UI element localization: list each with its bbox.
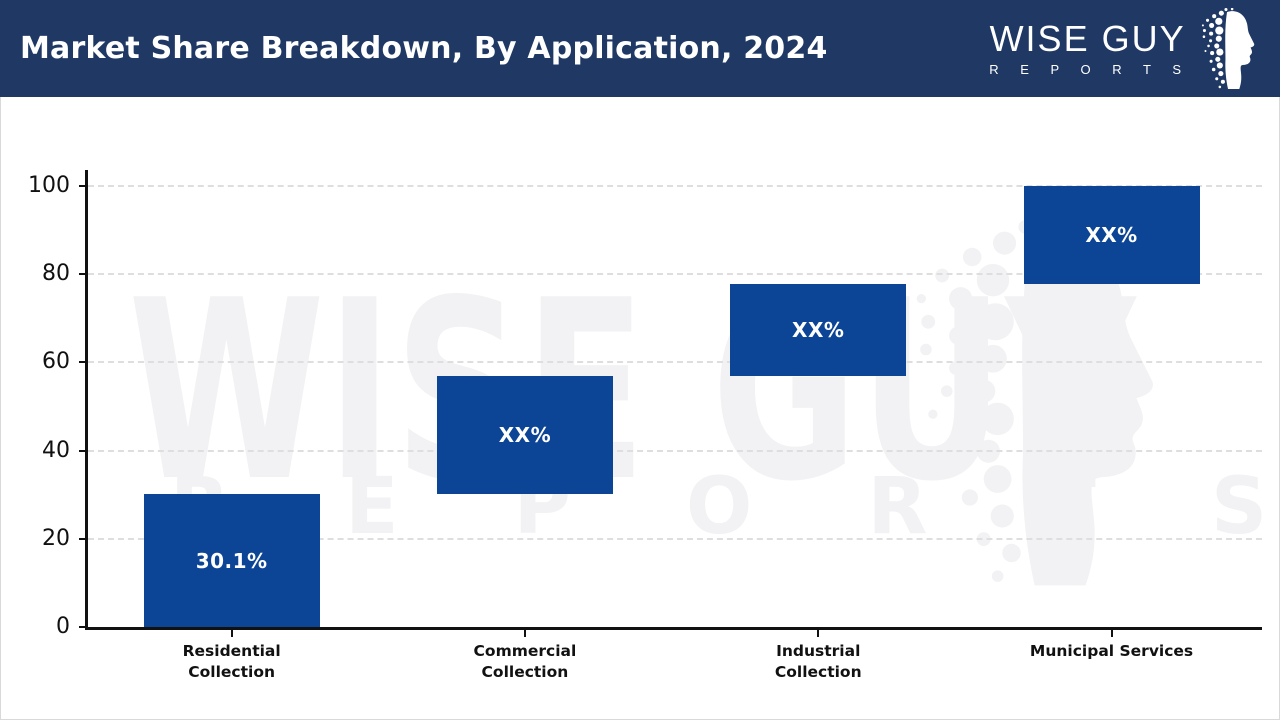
y-tick-mark [79, 537, 88, 540]
bar-value-label: 30.1% [195, 548, 268, 573]
x-axis-line [85, 627, 1262, 630]
logo-text: WISE GUY R E P O R T S [985, 17, 1190, 77]
gridline-40 [88, 449, 1262, 452]
bar-value-label: XX% [1085, 222, 1138, 247]
y-tick-mark [79, 185, 88, 187]
chart-title: Market Share Breakdown, By Application, … [20, 31, 828, 66]
x-category-label: Residential Collection [182, 642, 281, 681]
gridline-20 [88, 537, 1262, 540]
bar-segment: XX% [1023, 186, 1200, 284]
logo-wordmark: WISE GUY [989, 17, 1186, 59]
y-tick-label-40: 40 [42, 437, 70, 463]
bar-segment: XX% [436, 375, 613, 495]
logo-subtitle: R E P O R T S [989, 61, 1190, 77]
x-tick-mark [523, 629, 526, 637]
bar-segment: XX% [730, 283, 907, 376]
y-tick-label-60: 60 [42, 349, 70, 375]
bar-value-label: XX% [498, 422, 552, 447]
y-tick-label-80: 80 [42, 261, 70, 287]
gridline-80 [88, 273, 1262, 276]
gridline-60 [88, 361, 1262, 364]
watermark-wordmark: WISE GUY [128, 248, 1137, 536]
y-tick-mark [79, 273, 88, 276]
wiseguy-head-icon [1201, 7, 1255, 89]
bar-segment: 30.1% [143, 494, 320, 627]
x-category-label: Commercial Collection [473, 642, 577, 681]
y-tick-mark [79, 626, 88, 628]
y-tick-label-100: 100 [28, 173, 70, 198]
x-tick-mark [230, 629, 233, 637]
x-category-label: Industrial Collection [774, 642, 862, 681]
header: Market Share Breakdown, By Application, … [0, 0, 1280, 97]
wiseguy-logo: WISE GUY R E P O R T S [985, 7, 1258, 90]
y-axis-line [85, 170, 88, 629]
y-tick-mark [79, 449, 88, 452]
x-tick-mark [1110, 629, 1113, 637]
y-tick-label-20: 20 [42, 525, 70, 551]
gridline-100 [88, 185, 1262, 187]
watermark-subtitle: R E P O R T S [170, 462, 1280, 552]
x-tick-mark [817, 629, 820, 637]
y-tick-label-0: 0 [56, 614, 70, 639]
bar-value-label: XX% [792, 317, 845, 342]
x-category-label: Municipal Services [1029, 642, 1194, 660]
y-tick-mark [79, 361, 88, 364]
